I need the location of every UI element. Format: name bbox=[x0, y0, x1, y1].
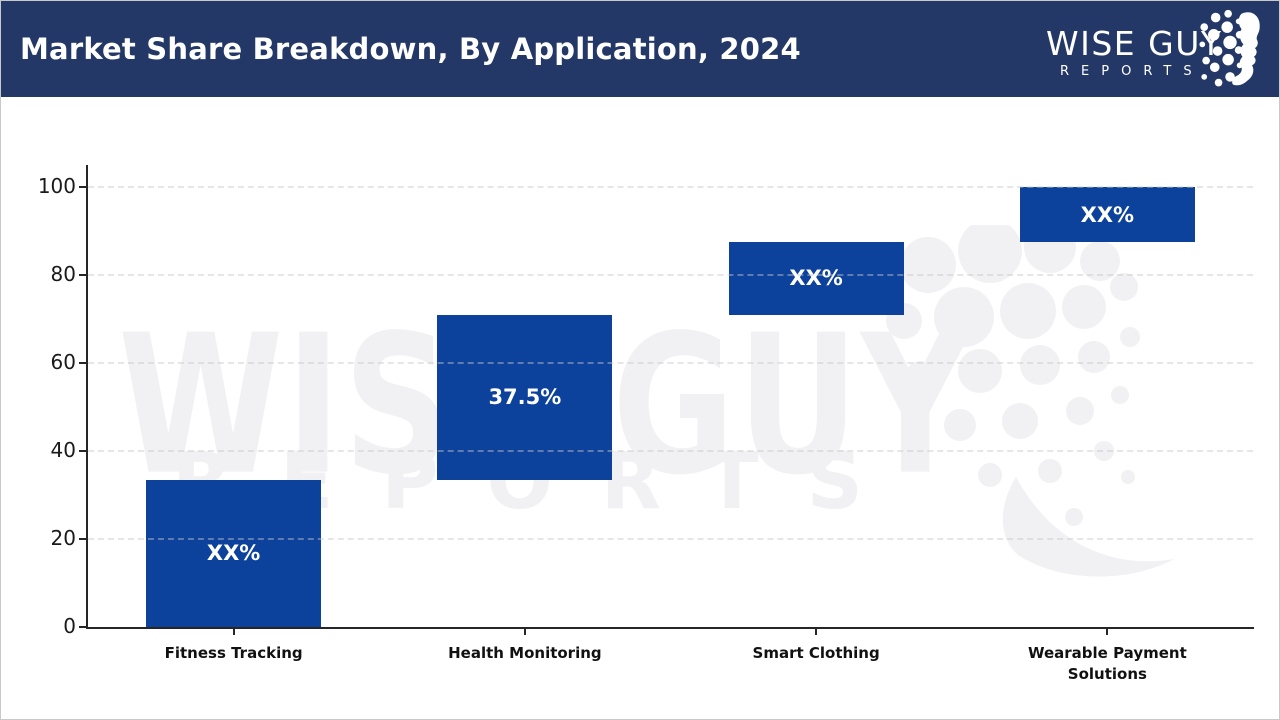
y-tick-100 bbox=[79, 186, 86, 188]
category-label-1: Health Monitoring bbox=[448, 644, 602, 662]
x-tick-2 bbox=[815, 629, 818, 635]
bar-wearable-payment-solutions: XX% bbox=[1019, 187, 1195, 242]
y-tick-label-0: 0 bbox=[63, 614, 76, 638]
x-tick-0 bbox=[232, 629, 235, 635]
y-axis-line bbox=[86, 165, 88, 629]
plot: 0 20 40 60 80 100 XX% Fitness Tracking 37.5% Heal… bbox=[0, 97, 1280, 720]
y-tick-label-40: 40 bbox=[50, 438, 76, 462]
y-tick-label-100: 100 bbox=[37, 174, 76, 198]
logo-wordmark: WISE GUY bbox=[1046, 24, 1223, 63]
category-label-3: Wearable Payment Solutions bbox=[1027, 644, 1187, 683]
chart-title: Market Share Breakdown, By Application, … bbox=[20, 31, 801, 66]
bar-value-label: XX% bbox=[206, 541, 261, 566]
y-tick-label-60: 60 bbox=[50, 350, 76, 374]
gridline-20 bbox=[88, 538, 1253, 540]
y-tick-label-80: 80 bbox=[50, 262, 76, 286]
watermark-head-icon bbox=[886, 225, 1174, 577]
bar-fitness-tracking: XX% bbox=[146, 479, 322, 627]
y-tick-0 bbox=[79, 626, 86, 628]
chart-area: WISE GUY REPORTS 0 20 40 60 80 100 XX% Fitness … bbox=[0, 97, 1280, 720]
bar-value-label: XX% bbox=[789, 266, 843, 291]
y-tick-20 bbox=[79, 538, 86, 540]
gridline-80 bbox=[88, 274, 1253, 276]
category-label-0: Fitness Tracking bbox=[164, 644, 303, 662]
y-tick-40 bbox=[79, 450, 86, 452]
gridline-100 bbox=[88, 186, 1253, 188]
bar-smart-clothing: XX% bbox=[728, 242, 904, 315]
logo-head-icon bbox=[1199, 9, 1260, 87]
y-tick-label-20: 20 bbox=[50, 526, 76, 550]
y-tick-80 bbox=[79, 274, 86, 276]
x-tick-1 bbox=[523, 629, 526, 635]
category-label-2: Smart Clothing bbox=[752, 644, 880, 662]
gridline-40 bbox=[88, 450, 1253, 452]
header-banner: Market Share Breakdown, By Application, … bbox=[0, 0, 1280, 97]
y-tick-60 bbox=[79, 362, 86, 364]
bar-health-monitoring: 37.5% bbox=[437, 314, 613, 480]
wiseguy-logo: WISE GUY REPORTS bbox=[1008, 6, 1270, 92]
x-axis-line bbox=[86, 627, 1254, 629]
bar-value-label: 37.5% bbox=[488, 385, 562, 410]
gridline-60 bbox=[88, 362, 1253, 364]
x-tick-3 bbox=[1106, 629, 1109, 635]
logo-subtitle: REPORTS bbox=[1060, 64, 1204, 79]
bar-value-label: XX% bbox=[1080, 202, 1135, 227]
